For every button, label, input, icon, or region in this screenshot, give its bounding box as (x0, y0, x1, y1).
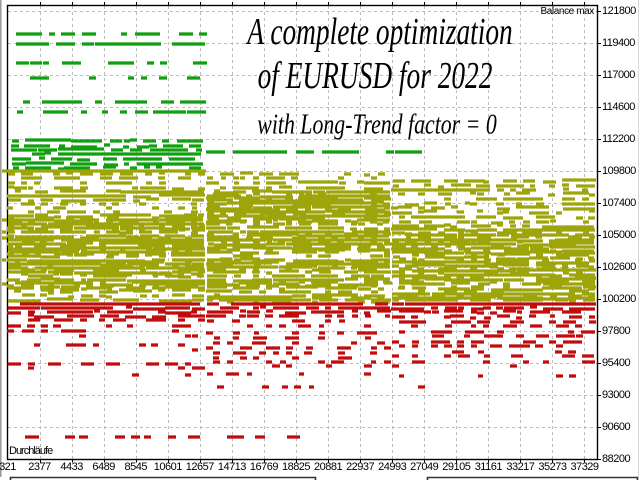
svg-text:A complete optimization: A complete optimization (246, 11, 513, 53)
svg-text:with Long-Trend factor = 0: with Long-Trend factor = 0 (257, 110, 497, 140)
svg-text:of EURUSD for 2022: of EURUSD for 2022 (258, 55, 493, 97)
